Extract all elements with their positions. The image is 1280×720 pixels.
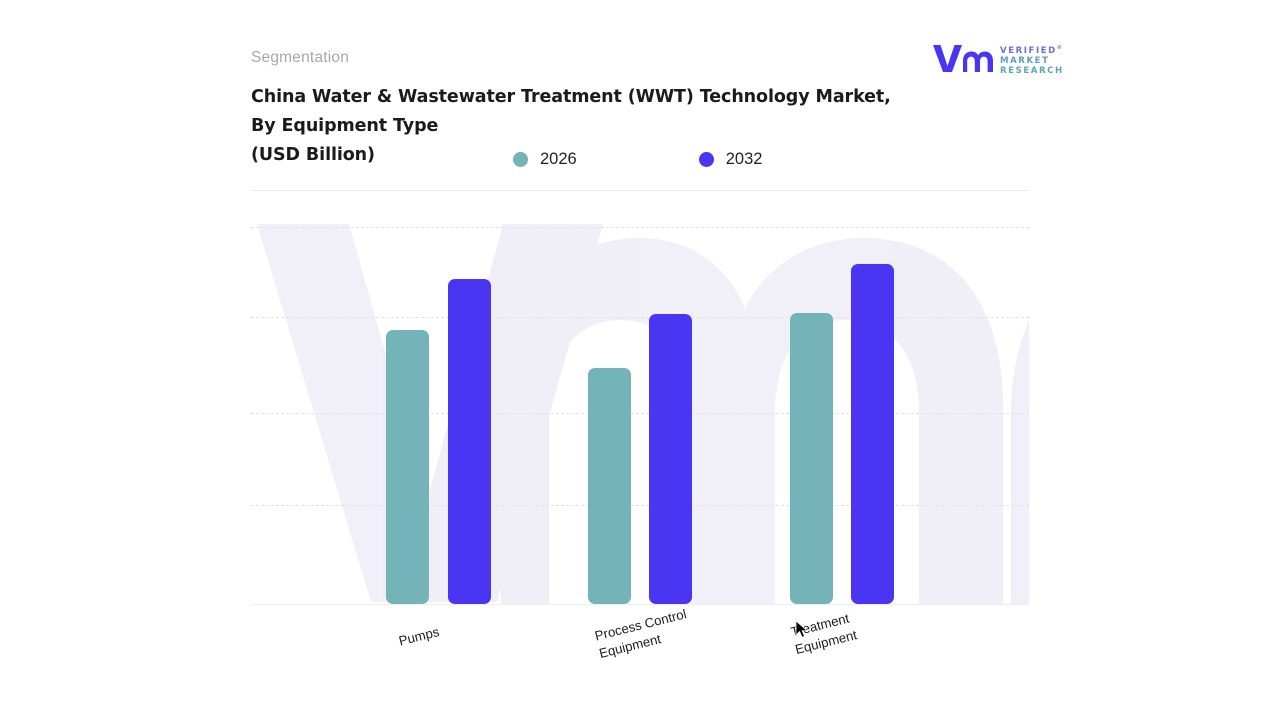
legend-item-2026[interactable]: 2026: [513, 150, 577, 169]
x-label-pumps: Pumps: [397, 624, 441, 649]
legend-swatch-2026: [513, 152, 528, 167]
title-line-3: (USD Billion): [251, 145, 375, 165]
chart-legend: 2026 2032: [513, 150, 762, 169]
title-line-2: By Equipment Type: [251, 116, 439, 136]
bar-pumps-2032[interactable]: [448, 279, 491, 604]
x-label-process-control-equipment: Process Control Equipment: [593, 606, 688, 661]
page-title: China Water & Wastewater Treatment (WWT)…: [251, 83, 931, 170]
logo-wordmark: VERIFIED® MARKET RESEARCH: [1000, 43, 1064, 76]
gridline-1: [251, 505, 1029, 506]
legend-label-2032: 2032: [725, 150, 763, 168]
x-axis-labels: Pumps Process Control Equipment Treatmen…: [251, 606, 1029, 698]
logo-line-research: RESEARCH: [1000, 66, 1064, 77]
axis-baseline: [251, 604, 1029, 605]
legend-swatch-2032: [698, 152, 714, 167]
gridline-4: [251, 227, 1029, 228]
x-label-treatment-equipment: Treatment Equipment: [789, 610, 859, 657]
bar-process-control-equipment-2026[interactable]: [588, 368, 631, 604]
title-line-1: China Water & Wastewater Treatment (WWT)…: [251, 87, 891, 107]
registered-mark: ®: [1056, 45, 1062, 51]
bar-treatment-equipment-2026[interactable]: [790, 313, 833, 604]
logo-line-verified: VERIFIED®: [1000, 45, 1062, 56]
plot-area: [251, 200, 1029, 605]
gridline-2: [251, 413, 1029, 414]
vmr-monogram-icon: [932, 43, 994, 73]
bar-treatment-equipment-2032[interactable]: [851, 264, 894, 604]
bars-layer: [251, 200, 1029, 605]
verified-market-research-logo: VERIFIED® MARKET RESEARCH: [932, 40, 1062, 76]
header-divider: [251, 190, 1029, 191]
legend-item-2032[interactable]: 2032: [698, 150, 763, 169]
bar-pumps-2026[interactable]: [386, 330, 429, 604]
bar-process-control-equipment-2032[interactable]: [649, 314, 692, 604]
gridline-3: [251, 317, 1029, 318]
logo-line-market: MARKET: [1000, 56, 1050, 67]
legend-label-2026: 2026: [540, 150, 577, 168]
segmentation-label: Segmentation: [251, 49, 350, 66]
